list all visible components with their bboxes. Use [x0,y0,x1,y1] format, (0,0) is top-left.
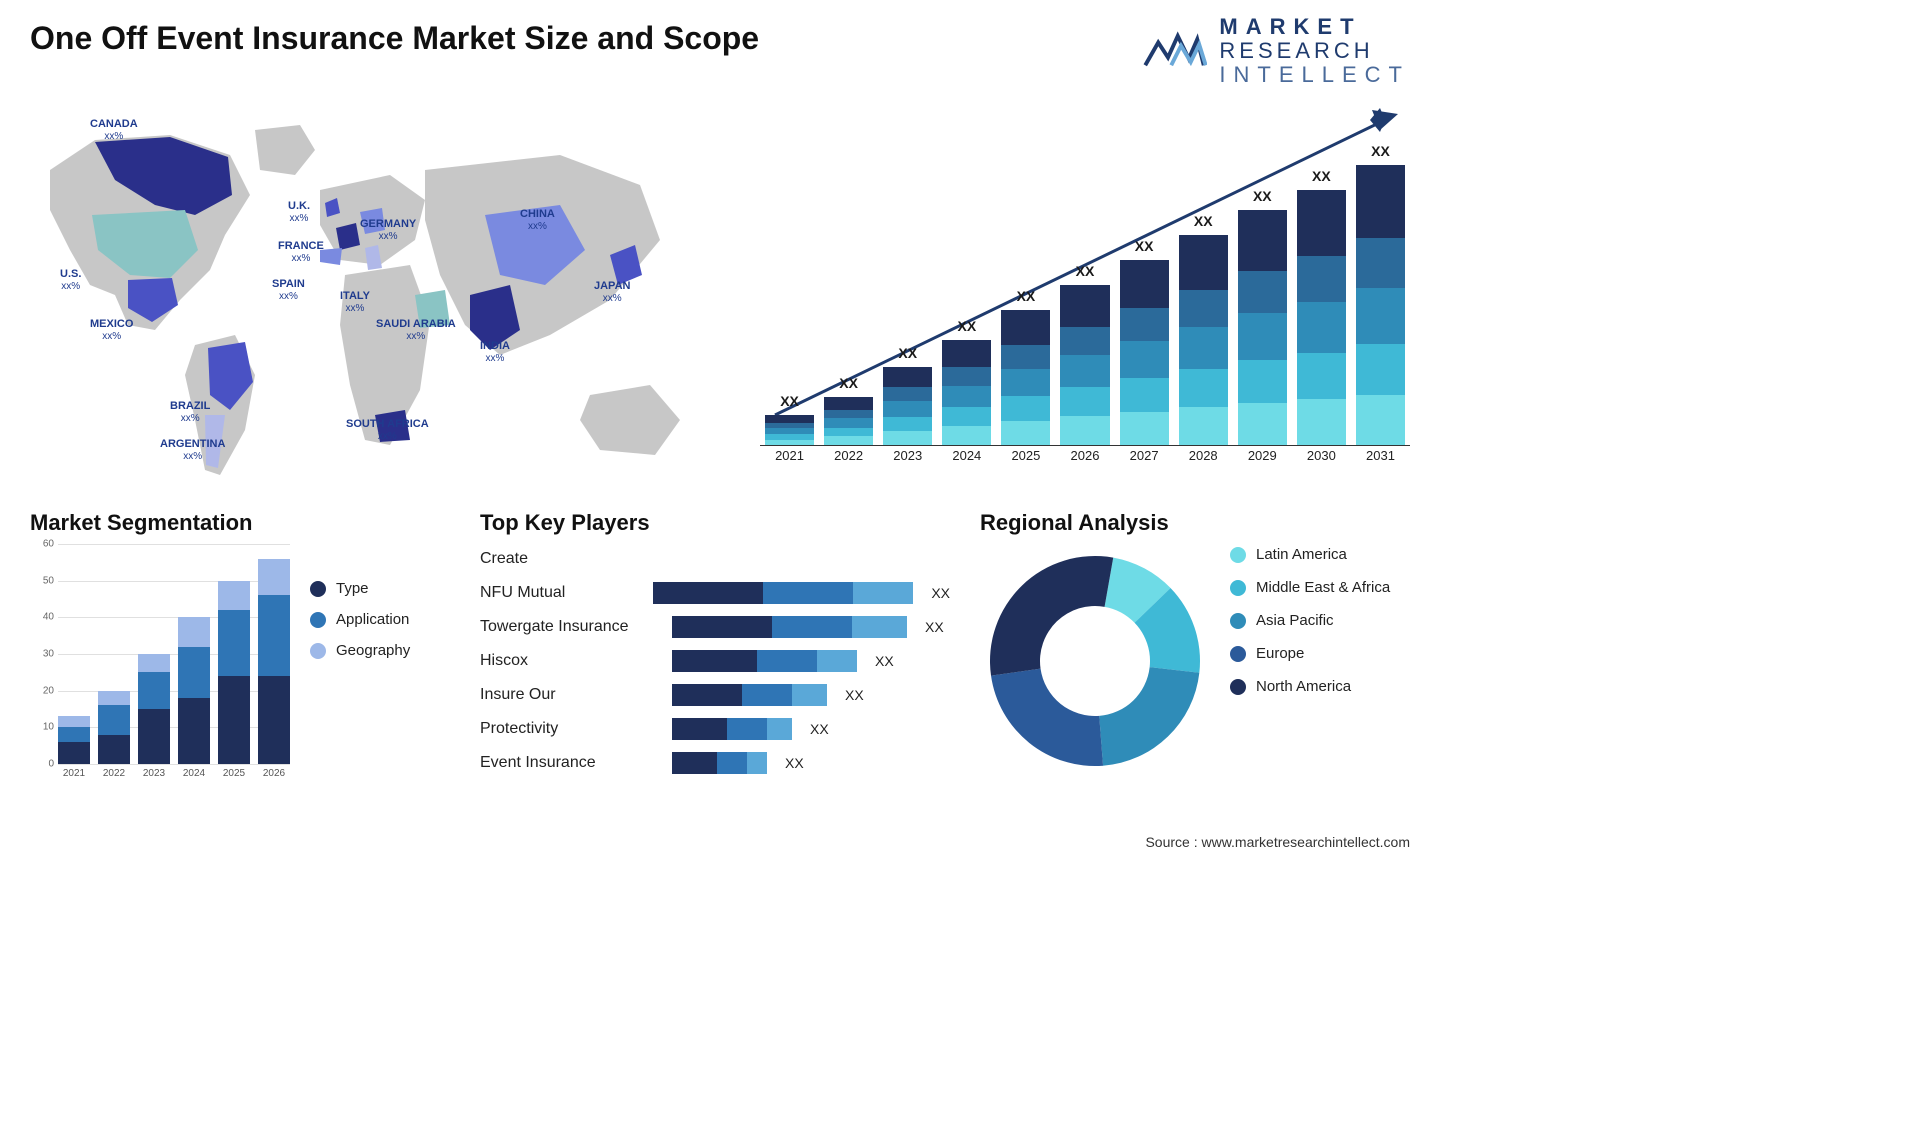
player-bar [672,752,767,774]
map-label-france: FRANCExx% [278,240,324,264]
map-label-china: CHINAxx% [520,208,555,232]
growth-bar-2022: XX [824,397,873,445]
player-value: XX [785,755,804,771]
seg-bar-2026 [258,559,290,764]
player-value: XX [810,721,829,737]
map-label-germany: GERMANYxx% [360,218,416,242]
seg-bar-2023 [138,654,170,764]
player-row-hiscox: Hiscox XX [480,644,950,678]
growth-bar-2030: XX [1297,190,1346,445]
page-title: One Off Event Insurance Market Size and … [30,20,759,57]
logo-line2: RESEARCH [1219,39,1410,63]
players-title: Top Key Players [480,510,950,536]
growth-xtick: 2025 [1001,448,1050,470]
player-label: Insure Our [480,686,660,704]
seg-bar-2022 [98,691,130,764]
map-label-south-africa: SOUTH AFRICAxx% [346,418,429,442]
player-bar [653,582,913,604]
players-panel: Top Key Players CreateNFU MutualXXTowerg… [480,510,950,810]
logo-line3: INTELLECT [1219,63,1410,87]
seg-legend-application: Application [310,611,410,628]
player-bar [672,684,827,706]
player-row-create: Create [480,542,950,576]
player-value: XX [925,619,944,635]
growth-xtick: 2023 [883,448,932,470]
growth-xtick: 2026 [1060,448,1109,470]
regional-panel: Regional Analysis Latin America Middle Ea… [980,510,1410,810]
growth-bar-2024: XX [942,340,991,445]
player-label: Event Insurance [480,754,660,772]
seg-legend-type: Type [310,580,410,597]
segmentation-title: Market Segmentation [30,510,460,536]
player-value: XX [931,585,950,601]
growth-xtick: 2031 [1356,448,1405,470]
map-label-canada: CANADAxx% [90,118,138,142]
growth-bar-2027: XX [1120,260,1169,445]
map-label-spain: SPAINxx% [272,278,305,302]
regional-donut [980,546,1210,776]
region-legend-asia-pacific: Asia Pacific [1230,612,1410,629]
logo-text: MARKET RESEARCH INTELLECT [1219,15,1410,88]
map-label-brazil: BRAZILxx% [170,400,210,424]
logo-icon [1142,24,1207,79]
map-label-saudi-arabia: SAUDI ARABIAxx% [376,318,456,342]
map-label-u-k-: U.K.xx% [288,200,310,224]
segmentation-chart: 0102030405060 202120222023202420252026 [30,544,290,784]
map-label-argentina: ARGENTINAxx% [160,438,225,462]
growth-bar-2021: XX [765,415,814,445]
growth-bar-2028: XX [1179,235,1228,445]
region-legend-north-america: North America [1230,678,1410,695]
map-label-mexico: MEXICOxx% [90,318,133,342]
player-label: Protectivity [480,720,660,738]
growth-bar-2023: XX [883,367,932,445]
growth-xtick: 2028 [1179,448,1228,470]
player-bar [672,718,792,740]
logo-line1: MARKET [1219,15,1410,39]
map-label-italy: ITALYxx% [340,290,370,314]
seg-bar-2025 [218,581,250,764]
map-label-india: INDIAxx% [480,340,510,364]
growth-bar-2031: XX [1356,165,1405,445]
growth-chart: XXXXXXXXXXXXXXXXXXXXXX 20212022202320242… [760,100,1410,470]
region-legend-europe: Europe [1230,645,1410,662]
growth-bar-2029: XX [1238,210,1287,445]
player-label: Create [480,550,660,568]
map-label-japan: JAPANxx% [594,280,630,304]
player-row-nfu-mutual: NFU Mutual XX [480,576,950,610]
region-legend-latin-america: Latin America [1230,546,1410,563]
seg-legend-geography: Geography [310,642,410,659]
player-row-event-insurance: Event Insurance XX [480,746,950,780]
brand-logo: MARKET RESEARCH INTELLECT [1142,15,1410,88]
player-row-towergate-insurance: Towergate Insurance XX [480,610,950,644]
growth-xtick: 2021 [765,448,814,470]
segmentation-panel: Market Segmentation 0102030405060 202120… [30,510,460,800]
player-label: NFU Mutual [480,584,641,602]
region-legend-middle-east-africa: Middle East & Africa [1230,579,1410,596]
growth-xtick: 2029 [1238,448,1287,470]
player-row-protectivity: Protectivity XX [480,712,950,746]
regional-title: Regional Analysis [980,510,1410,536]
growth-bar-2026: XX [1060,285,1109,445]
growth-xtick: 2022 [824,448,873,470]
player-bar [672,616,907,638]
seg-bar-2024 [178,617,210,764]
player-value: XX [875,653,894,669]
player-bar [672,650,857,672]
world-map: CANADAxx% U.S.xx% MEXICOxx% BRAZILxx% ARGENT… [20,100,720,500]
player-row-insure-our: Insure Our XX [480,678,950,712]
player-label: Towergate Insurance [480,618,660,636]
seg-bar-2021 [58,716,90,764]
player-value: XX [845,687,864,703]
player-label: Hiscox [480,652,660,670]
source-text: Source : www.marketresearchintellect.com [1145,834,1410,850]
growth-xtick: 2027 [1120,448,1169,470]
map-label-u-s-: U.S.xx% [60,268,81,292]
growth-xtick: 2024 [942,448,991,470]
growth-xtick: 2030 [1297,448,1346,470]
growth-bar-2025: XX [1001,310,1050,445]
